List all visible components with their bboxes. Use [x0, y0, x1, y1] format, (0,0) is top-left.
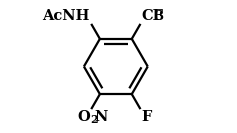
Text: 3: 3: [151, 10, 164, 23]
Text: AcNH: AcNH: [42, 9, 90, 23]
Text: F: F: [142, 110, 152, 124]
Text: N: N: [94, 110, 107, 124]
Text: CF: CF: [142, 9, 164, 23]
Text: O: O: [77, 110, 90, 124]
Text: 2: 2: [91, 114, 98, 125]
